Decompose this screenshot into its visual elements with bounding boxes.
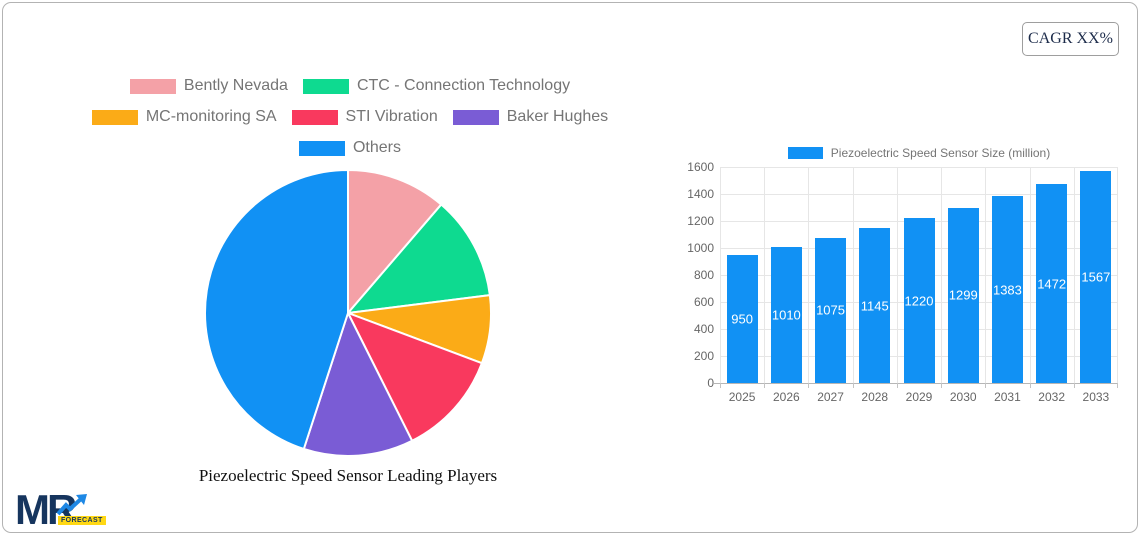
gridline-v bbox=[720, 167, 721, 383]
legend-item-2[interactable]: MC-monitoring SA bbox=[91, 108, 277, 126]
axis-tick bbox=[1073, 383, 1075, 388]
bar-value-label: 1010 bbox=[771, 307, 801, 323]
y-axis-label: 600 bbox=[693, 295, 714, 309]
gridline-v bbox=[808, 167, 810, 383]
pie-chart-title: Piezoelectric Speed Sensor Leading Playe… bbox=[198, 466, 498, 485]
y-axis-label: 1600 bbox=[687, 160, 714, 174]
axis-tick bbox=[764, 383, 766, 388]
legend-label: MC-monitoring SA bbox=[145, 108, 277, 125]
bar-2028[interactable]: 1145 bbox=[859, 228, 891, 383]
axis-tick bbox=[1117, 383, 1118, 388]
x-axis-label: 2029 bbox=[905, 390, 933, 404]
growth-arrow-icon bbox=[56, 494, 87, 516]
x-axis-label: 2030 bbox=[949, 390, 977, 404]
x-axis-label: 2027 bbox=[817, 390, 844, 404]
legend-label: Bently Nevada bbox=[183, 77, 288, 94]
bar-2033[interactable]: 1567 bbox=[1080, 171, 1112, 383]
y-axis-label: 1400 bbox=[687, 187, 714, 201]
legend-item-0[interactable]: Bently Nevada bbox=[129, 77, 288, 95]
legend-swatch bbox=[291, 109, 338, 125]
pie-chart bbox=[204, 169, 492, 457]
bar-legend-label: Piezoelectric Speed Sensor Size (million… bbox=[830, 146, 1051, 160]
pie-slice-5[interactable] bbox=[204, 169, 349, 450]
legend-item-3[interactable]: STI Vibration bbox=[291, 108, 438, 126]
legend-label: Others bbox=[352, 139, 401, 156]
x-axis-label: 2033 bbox=[1082, 390, 1110, 404]
cagr-badge[interactable]: CAGR XX% bbox=[1022, 22, 1119, 56]
x-axis-label: 2028 bbox=[861, 390, 889, 404]
bar-2032[interactable]: 1472 bbox=[1036, 184, 1068, 383]
axis-tick bbox=[808, 383, 810, 388]
y-axis-label: 800 bbox=[693, 268, 714, 282]
y-axis-label: 1000 bbox=[687, 241, 714, 255]
bar-2030[interactable]: 1299 bbox=[947, 207, 979, 383]
brand-logo-badge: FORECAST bbox=[58, 516, 106, 525]
axis-tick bbox=[896, 383, 898, 388]
bar-2031[interactable]: 1383 bbox=[991, 196, 1023, 383]
y-axis-label: 0 bbox=[707, 376, 714, 390]
pie-legend-row: Others bbox=[0, 139, 700, 157]
pie-slice-4[interactable] bbox=[302, 312, 414, 457]
legend-swatch bbox=[91, 109, 138, 125]
legend-swatch bbox=[298, 140, 345, 156]
bar-value-label: 1567 bbox=[1081, 269, 1111, 285]
gridline-v bbox=[1073, 167, 1075, 383]
axis-tick bbox=[720, 383, 721, 388]
axis-tick bbox=[985, 383, 987, 388]
bar-value-label: 950 bbox=[731, 311, 753, 327]
pie-legend-row: Bently Nevada CTC - Connection Technology bbox=[0, 77, 700, 95]
legend-label: Baker Hughes bbox=[506, 108, 609, 125]
bar-plot: 0 200 400 600 800 1000 1200 1400 1600 950 2025 1010… bbox=[687, 160, 1118, 404]
x-axis-label: 2025 bbox=[728, 390, 756, 404]
bar-2026[interactable]: 1010 bbox=[770, 246, 802, 383]
gridline-v bbox=[1029, 167, 1031, 383]
x-axis-label: 2031 bbox=[994, 390, 1021, 404]
pie-slice-0[interactable] bbox=[347, 169, 443, 314]
bar-value-label: 1220 bbox=[904, 293, 934, 309]
pie-slice-3[interactable] bbox=[347, 312, 483, 442]
bar-2027[interactable]: 1075 bbox=[815, 237, 847, 383]
bar-legend-swatch bbox=[787, 147, 823, 159]
bar-legend[interactable]: Piezoelectric Speed Sensor Size (million… bbox=[720, 146, 1118, 160]
bar-2025[interactable]: 950 bbox=[726, 254, 758, 383]
gridline-v bbox=[985, 167, 987, 383]
bar-value-label: 1383 bbox=[992, 282, 1022, 298]
gridline-v bbox=[941, 167, 943, 383]
axis-tick bbox=[852, 383, 854, 388]
legend-item-5[interactable]: Others bbox=[298, 139, 401, 157]
legend-item-4[interactable]: Baker Hughes bbox=[452, 108, 609, 126]
gridline-v bbox=[1117, 167, 1118, 383]
y-axis-label: 400 bbox=[693, 322, 714, 336]
bar-value-label: 1299 bbox=[948, 287, 978, 303]
x-axis-line bbox=[714, 382, 1118, 384]
gridline-v bbox=[764, 167, 766, 383]
arrow-line bbox=[56, 496, 84, 516]
gridline-h bbox=[720, 193, 1118, 195]
y-axis-label: 1200 bbox=[687, 214, 714, 228]
legend-swatch bbox=[452, 109, 499, 125]
gridline-v bbox=[896, 167, 898, 383]
legend-swatch bbox=[129, 78, 176, 94]
bar-value-label: 1075 bbox=[816, 302, 845, 318]
arrow-head bbox=[76, 494, 87, 505]
legend-label: CTC - Connection Technology bbox=[356, 77, 571, 94]
bar-2029[interactable]: 1220 bbox=[903, 218, 935, 383]
pie-slice-1[interactable] bbox=[347, 203, 491, 314]
legend-item-1[interactable]: CTC - Connection Technology bbox=[302, 77, 571, 95]
x-axis-label: 2032 bbox=[1038, 390, 1065, 404]
axis-tick bbox=[941, 383, 943, 388]
legend-swatch bbox=[302, 78, 349, 94]
pie-legend-row: MC-monitoring SA STI Vibration Baker Hughe… bbox=[0, 108, 700, 126]
axis-tick bbox=[1029, 383, 1031, 388]
legend-label: STI Vibration bbox=[345, 108, 438, 125]
y-axis-label: 200 bbox=[693, 349, 714, 363]
x-axis-label: 2026 bbox=[772, 390, 800, 404]
gridline-v bbox=[852, 167, 854, 383]
bar-value-label: 1145 bbox=[860, 298, 889, 314]
brand-logo: MR FORECAST bbox=[15, 489, 106, 531]
gridline-h bbox=[720, 167, 1118, 168]
bar-value-label: 1472 bbox=[1037, 276, 1067, 292]
pie-legend: Bently Nevada CTC - Connection Technology… bbox=[0, 77, 700, 157]
